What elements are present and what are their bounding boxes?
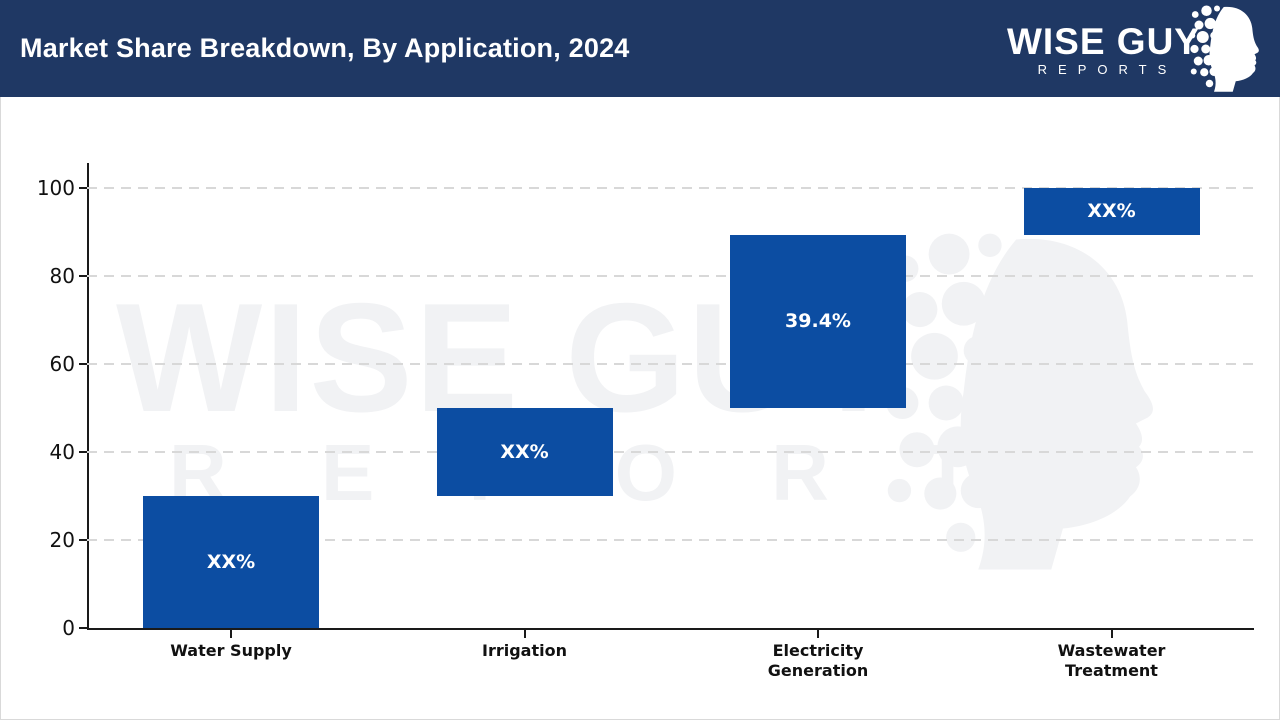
y-tick-40 bbox=[79, 451, 87, 453]
bar-irrigation bbox=[436, 408, 613, 496]
y-tick-80 bbox=[79, 275, 87, 277]
brand-name: WISE GUY bbox=[1006, 20, 1200, 62]
y-axis-line bbox=[87, 163, 89, 630]
y-tick-60 bbox=[79, 363, 87, 365]
bar-value-label: XX% bbox=[500, 441, 549, 463]
watermark-head-icon bbox=[881, 233, 1153, 570]
x-tick-label-2: Electricity Generation bbox=[767, 641, 869, 680]
y-tick-label-60: 60 bbox=[49, 352, 75, 376]
brand-subname: REPORTS bbox=[1037, 61, 1178, 77]
y-tick-label-20: 20 bbox=[49, 528, 75, 552]
x-tick-0 bbox=[230, 630, 232, 638]
chart-area: WISE GUY R E P O R T S 0 20 40 60 80 100 XX% Wa… bbox=[0, 97, 1280, 720]
bar-value-label: XX% bbox=[206, 551, 256, 573]
bar-electricity-generation bbox=[730, 234, 906, 408]
y-tick-label-80: 80 bbox=[49, 264, 75, 288]
gridline-40 bbox=[87, 451, 1254, 453]
x-axis-line bbox=[87, 628, 1254, 630]
dotted-head-logo-icon bbox=[1189, 5, 1259, 92]
plot-layer: 0 20 40 60 80 100 XX% Water Supply XX% Irrigation… bbox=[1, 97, 1279, 719]
gridline-20 bbox=[87, 539, 1254, 541]
y-tick-0 bbox=[79, 627, 87, 629]
header-band: Market Share Breakdown, By Application, … bbox=[0, 0, 1280, 97]
x-tick-label-0: Water Supply bbox=[170, 641, 292, 660]
bar-water-supply bbox=[143, 496, 319, 628]
brand-logo-text: WISE GUY REPORTS bbox=[1006, 20, 1200, 77]
y-tick-label-0: 0 bbox=[62, 616, 75, 640]
y-tick-100 bbox=[79, 187, 87, 189]
y-tick-label-40: 40 bbox=[49, 440, 75, 464]
y-tick-label-100: 100 bbox=[36, 176, 75, 200]
x-tick-label-3: Wastewater Treatment bbox=[1057, 641, 1166, 680]
brand-logo: WISE GUY REPORTS bbox=[1007, 4, 1268, 94]
x-tick-2 bbox=[817, 630, 819, 638]
y-tick-20 bbox=[79, 539, 87, 541]
x-tick-1 bbox=[523, 630, 526, 638]
bar-value-label: 39.4% bbox=[785, 310, 851, 333]
x-tick-3 bbox=[1110, 630, 1113, 638]
gridline-100 bbox=[87, 187, 1254, 189]
gridline-80 bbox=[87, 275, 1254, 277]
gridline-60 bbox=[87, 363, 1254, 365]
chart-title: Market Share Breakdown, By Application, … bbox=[20, 33, 630, 63]
bar-value-label: XX% bbox=[1087, 200, 1136, 223]
bar-wastewater-treatment bbox=[1023, 188, 1200, 235]
x-tick-label-1: Irrigation bbox=[482, 641, 567, 660]
